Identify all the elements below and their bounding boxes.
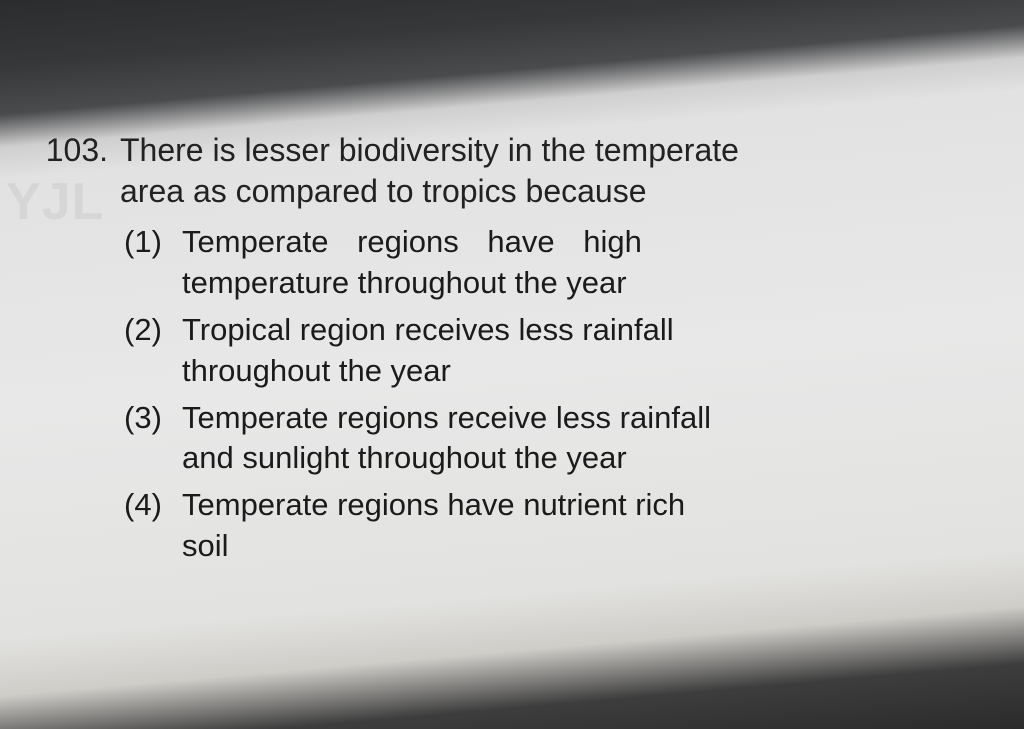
option-marker: (1) <box>120 222 182 263</box>
option-line-2: temperature throughout the year <box>182 265 627 300</box>
question-stem: There is lesser biodiversity in the temp… <box>120 130 770 212</box>
option-3: (3) Temperate regions receive less rainf… <box>120 398 770 480</box>
option-line-1: Temperate regions receive less rainfall <box>182 400 711 435</box>
option-text: Temperate regions have high temperature … <box>182 222 770 304</box>
option-line-2: soil <box>182 528 229 563</box>
option-text: Temperate regions receive less rainfall … <box>182 398 770 480</box>
option-line-1: Temperate regions have nutrient rich <box>182 487 685 522</box>
option-line-2: throughout the year <box>182 353 451 388</box>
options-list: (1) Temperate regions have high temperat… <box>120 222 770 567</box>
option-line-1: Temperate regions have high <box>182 224 642 259</box>
option-1: (1) Temperate regions have high temperat… <box>120 222 770 304</box>
option-text: Tropical region receives less rainfall t… <box>182 310 770 392</box>
question-block: 103. There is lesser biodiversity in the… <box>30 130 770 573</box>
stem-line-2: area as compared to tropics because <box>120 173 647 209</box>
question-number: 103. <box>30 130 120 170</box>
option-marker: (2) <box>120 310 182 351</box>
scanned-page: YJL 103. There is lesser biodiversity in… <box>0 0 1024 729</box>
option-4: (4) Temperate regions have nutrient rich… <box>120 485 770 567</box>
option-marker: (3) <box>120 398 182 439</box>
option-line-2: and sunlight throughout the year <box>182 440 627 475</box>
option-marker: (4) <box>120 485 182 526</box>
question-stem-row: 103. There is lesser biodiversity in the… <box>30 130 770 212</box>
option-2: (2) Tropical region receives less rainfa… <box>120 310 770 392</box>
option-line-1: Tropical region receives less rainfall <box>182 312 674 347</box>
stem-line-1: There is lesser biodiversity in the temp… <box>120 132 739 168</box>
option-text: Temperate regions have nutrient rich soi… <box>182 485 770 567</box>
